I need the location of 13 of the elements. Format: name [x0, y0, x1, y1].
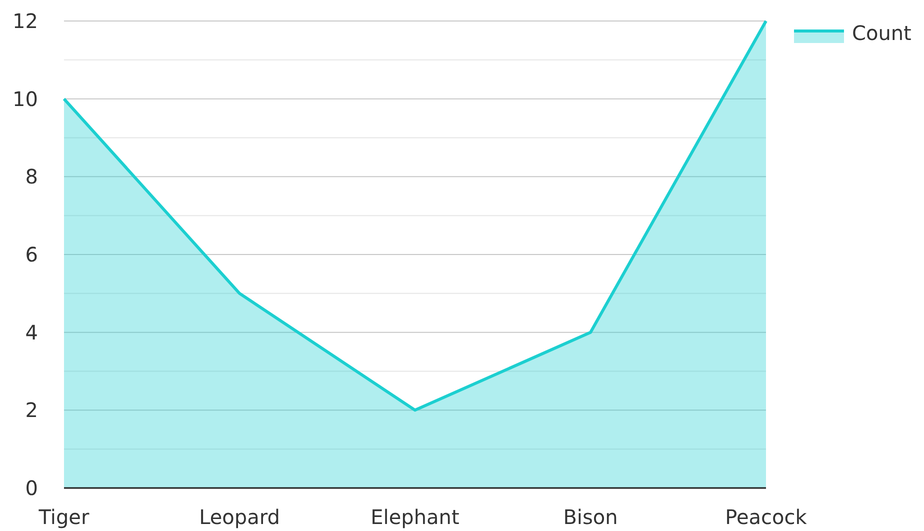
x-tick-label: Peacock	[725, 505, 808, 529]
legend-label: Count	[852, 21, 912, 45]
x-tick-label: Bison	[563, 505, 618, 529]
y-tick-label: 12	[12, 9, 38, 33]
x-tick-label: Tiger	[38, 505, 90, 529]
x-tick-label: Elephant	[370, 505, 460, 529]
y-tick-label: 4	[25, 320, 38, 344]
y-tick-label: 8	[25, 164, 38, 189]
y-tick-label: 2	[25, 398, 38, 422]
x-tick-label: Leopard	[199, 505, 280, 529]
y-tick-label: 0	[25, 476, 38, 500]
y-tick-label: 10	[12, 86, 38, 111]
y-tick-label: 6	[25, 242, 38, 266]
